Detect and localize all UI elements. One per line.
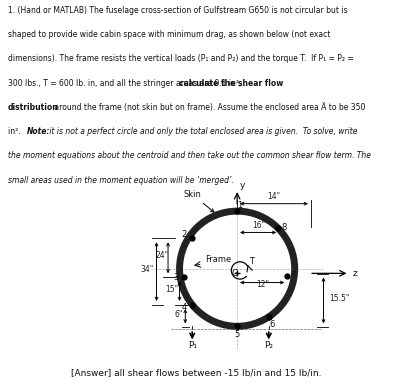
Text: it is not a perfect circle and only the total enclosed area is given.  To solve,: it is not a perfect circle and only the … bbox=[47, 127, 357, 136]
Text: Skin: Skin bbox=[183, 190, 214, 212]
Text: in².: in². bbox=[8, 127, 25, 136]
Text: 8: 8 bbox=[281, 223, 286, 232]
Text: Note:: Note: bbox=[27, 127, 50, 136]
Text: 4: 4 bbox=[182, 303, 187, 312]
Text: 34": 34" bbox=[141, 265, 154, 274]
Text: [Answer] all shear flows between -15 lb/in and 15 lb/in.: [Answer] all shear flows between -15 lb/… bbox=[71, 368, 322, 377]
Text: calculate the shear flow: calculate the shear flow bbox=[179, 78, 283, 88]
Text: Frame: Frame bbox=[206, 255, 232, 264]
Text: shaped to provide wide cabin space with minimum drag, as shown below (not exact: shaped to provide wide cabin space with … bbox=[8, 30, 330, 39]
Text: z: z bbox=[352, 269, 357, 278]
Text: dimensions). The frame resists the vertical loads (P₁ and P₂) and the torque T. : dimensions). The frame resists the verti… bbox=[8, 54, 354, 63]
Text: 300 lbs., T = 600 lb. in, and all the stringer areas are 0.1 in²,: 300 lbs., T = 600 lb. in, and all the st… bbox=[8, 78, 244, 88]
Text: 2: 2 bbox=[182, 230, 187, 239]
Text: 6": 6" bbox=[174, 310, 183, 319]
Text: 3: 3 bbox=[173, 273, 178, 282]
Text: 1: 1 bbox=[237, 201, 242, 210]
Text: 1. (Hand or MATLAB) The fuselage cross-section of Gulfstream G650 is not circula: 1. (Hand or MATLAB) The fuselage cross-s… bbox=[8, 6, 347, 15]
Text: T: T bbox=[249, 257, 253, 266]
Text: the moment equations about the centroid and then take out the common shear flow : the moment equations about the centroid … bbox=[8, 151, 371, 160]
Text: 6: 6 bbox=[270, 320, 275, 329]
Text: 16": 16" bbox=[252, 221, 265, 230]
Text: P₂: P₂ bbox=[264, 341, 273, 350]
Text: around the frame (not skin but on frame). Assume the enclosed area Ä to be 350: around the frame (not skin but on frame)… bbox=[52, 103, 365, 112]
Text: G: G bbox=[231, 269, 238, 278]
Text: 12": 12" bbox=[256, 280, 269, 289]
Text: 15": 15" bbox=[165, 285, 178, 294]
Text: distribution: distribution bbox=[8, 103, 59, 112]
Text: 14": 14" bbox=[267, 192, 281, 201]
Text: 15.5": 15.5" bbox=[329, 294, 350, 303]
Text: P₁: P₁ bbox=[188, 341, 197, 350]
Text: y: y bbox=[240, 181, 245, 190]
Text: 7: 7 bbox=[290, 271, 296, 280]
Text: 24": 24" bbox=[156, 251, 169, 260]
Text: 5: 5 bbox=[235, 330, 240, 339]
Text: small areas used in the moment equation will be ‘merged’.: small areas used in the moment equation … bbox=[8, 175, 233, 185]
